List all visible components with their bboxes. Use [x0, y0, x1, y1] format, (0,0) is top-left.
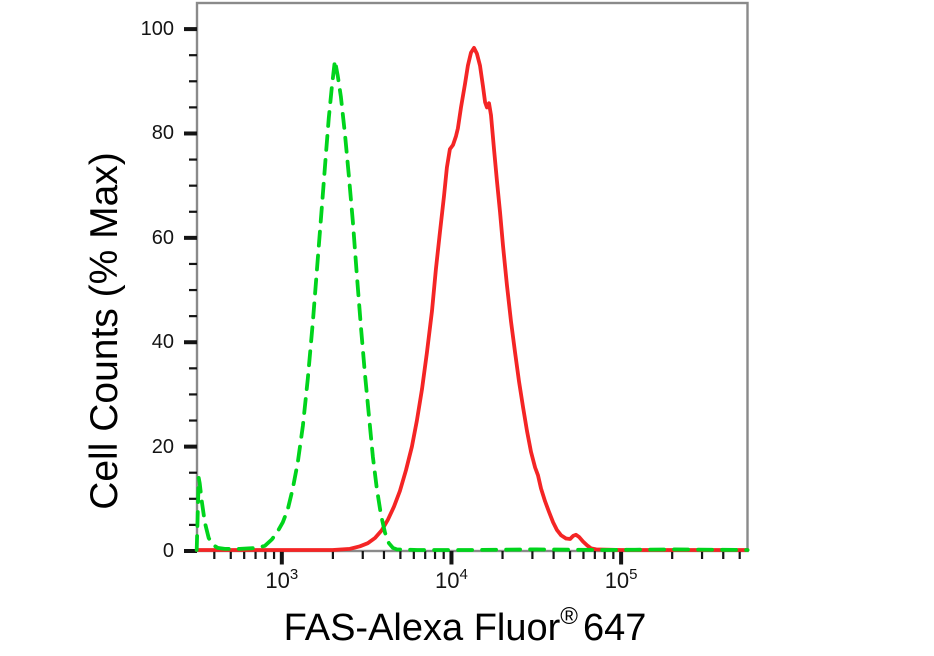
x-axis-title: FAS-Alexa Fluor® 647: [185, 603, 745, 650]
x-tick-label: 105: [604, 566, 638, 593]
x-axis-title-text: FAS-Alexa Fluor: [283, 607, 561, 649]
red-solid-curve: [194, 46, 750, 552]
x-tick-label: 103: [265, 566, 299, 593]
registered-trademark-mark: ®: [560, 603, 578, 630]
green-dashed-curve: [194, 58, 750, 552]
y-tick-label: 20: [151, 435, 174, 458]
y-tick-label: 60: [151, 226, 174, 249]
x-axis-title-suffix: 647: [582, 607, 647, 649]
y-tick-label: 100: [140, 18, 174, 41]
y-tick-label: 0: [162, 540, 174, 562]
y-tick-label: 40: [151, 331, 174, 354]
y-tick-label: 80: [151, 122, 174, 145]
plot-box-border: [195, 1, 749, 553]
x-tick-label: 104: [435, 566, 468, 593]
